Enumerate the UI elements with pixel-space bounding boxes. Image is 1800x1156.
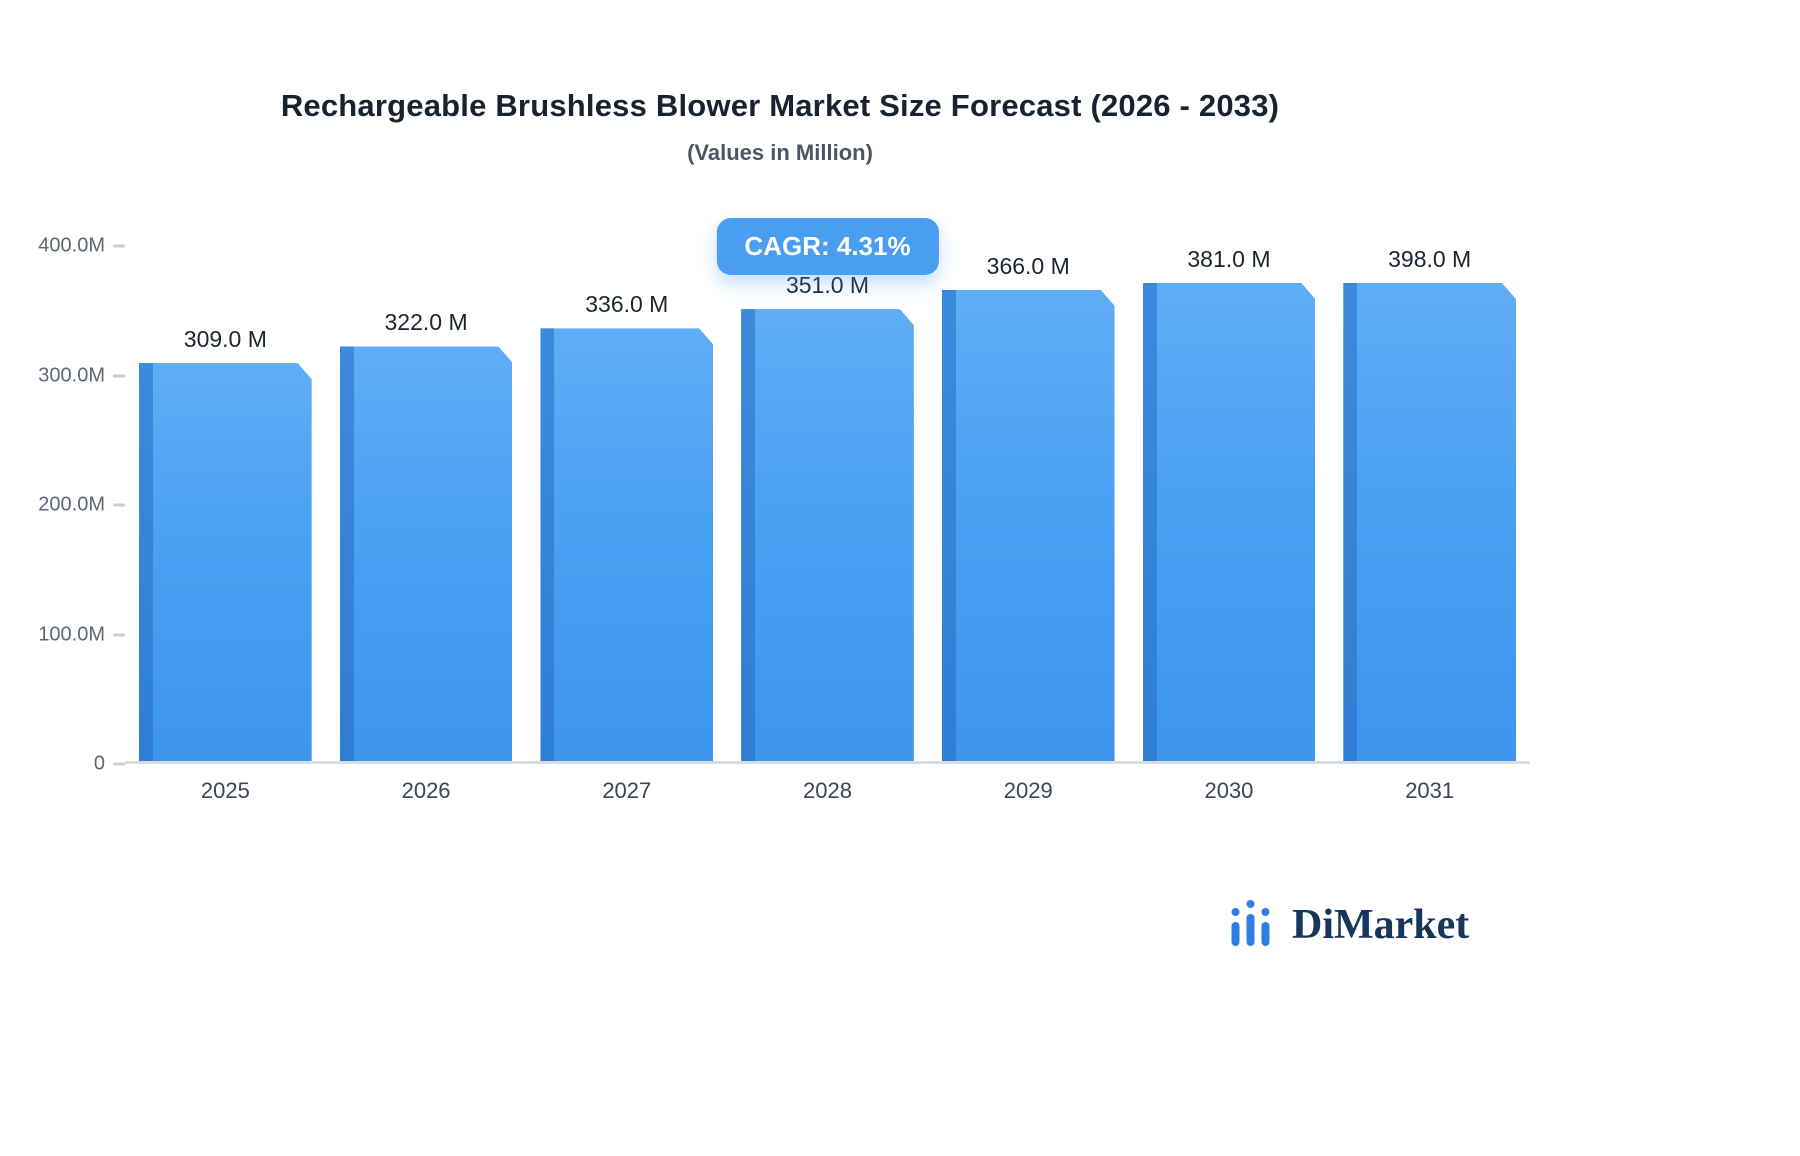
- bar-value-label: 366.0 M: [986, 252, 1070, 279]
- x-axis-label: 2028: [803, 778, 852, 803]
- x-axis-label: 2030: [1204, 778, 1254, 803]
- y-axis: 400.0M 300.0M 200.0M 100.0M 0: [30, 235, 125, 775]
- x-axis-label: 2025: [200, 778, 250, 803]
- y-tick-mark: [113, 374, 125, 377]
- bar-2026[interactable]: [340, 346, 513, 761]
- bar-slot: 366.0 M: [928, 246, 1129, 761]
- x-axis-label: 2027: [602, 778, 652, 803]
- chart-title: Rechargeable Brushless Blower Market Siz…: [280, 88, 1280, 123]
- y-tick: 0: [30, 753, 125, 776]
- x-axis-label: 2026: [401, 778, 451, 803]
- y-tick-mark: [113, 503, 125, 507]
- y-tick: 100.0M: [30, 623, 125, 646]
- chart-area: 400.0M 300.0M 200.0M 100.0M 0 CAGR: 4.31% 30…: [30, 218, 1530, 824]
- bar-value-label: 398.0 M: [1388, 246, 1472, 272]
- x-axis-label: 2029: [1003, 778, 1053, 803]
- bar-value-label: 351.0 M: [785, 272, 870, 299]
- y-tick-label: 200.0M: [38, 493, 105, 516]
- bar-value-label: 322.0 M: [384, 309, 468, 336]
- y-tick-label: 400.0M: [38, 234, 105, 257]
- y-tick-mark: [113, 244, 125, 248]
- y-tick: 200.0M: [30, 494, 125, 517]
- bar-chart-dots-icon: [1231, 900, 1270, 946]
- bar-2030[interactable]: [1143, 283, 1316, 761]
- bar-slot: 309.0 M: [125, 246, 326, 761]
- y-tick-mark: [113, 762, 125, 766]
- brand-logo-text: DiMarket: [1292, 902, 1470, 948]
- y-tick: 300.0M: [30, 364, 125, 387]
- y-tick-label: 100.0M: [38, 623, 105, 645]
- bar-value-label: 309.0 M: [183, 326, 267, 353]
- y-tick-mark: [113, 633, 125, 636]
- bar-2031[interactable]: [1343, 283, 1516, 761]
- bar-2028[interactable]: [741, 309, 914, 761]
- bar-2029[interactable]: [942, 290, 1115, 761]
- brand-logo: DiMarket: [1228, 898, 1469, 946]
- y-tick-label: 0: [93, 752, 105, 775]
- chart-card: Rechargeable Brushless Blower Market Siz…: [30, 0, 1530, 824]
- bar-2027[interactable]: [540, 328, 713, 761]
- chart-subtitle: (Values in Million): [687, 140, 873, 165]
- bar-value-label: 336.0 M: [585, 291, 669, 318]
- bar-slot: 322.0 M: [326, 246, 527, 761]
- bar-slot: 336.0 M: [526, 246, 727, 761]
- bars: 309.0 M 322.0 M 336.0 M 351.0 M 366.0 M 381.0…: [125, 246, 1530, 761]
- bar-slot: 398.0 M: [1329, 246, 1530, 761]
- x-axis-labels: 2025 2026 2027 2028 2029 2030 2031: [125, 778, 1530, 804]
- y-tick-label: 300.0M: [38, 364, 105, 386]
- plot-area: CAGR: 4.31% 309.0 M 322.0 M 336.0 M 351.0 M…: [125, 218, 1530, 764]
- bar-2025[interactable]: [139, 363, 312, 761]
- bar-slot: 351.0 M: [727, 246, 928, 761]
- cagr-badge: CAGR: 4.31%: [716, 218, 939, 275]
- y-tick: 400.0M: [30, 235, 125, 258]
- bar-slot: 381.0 M: [1129, 246, 1330, 761]
- bar-value-label: 381.0 M: [1187, 246, 1271, 272]
- x-axis-label: 2031: [1405, 778, 1455, 803]
